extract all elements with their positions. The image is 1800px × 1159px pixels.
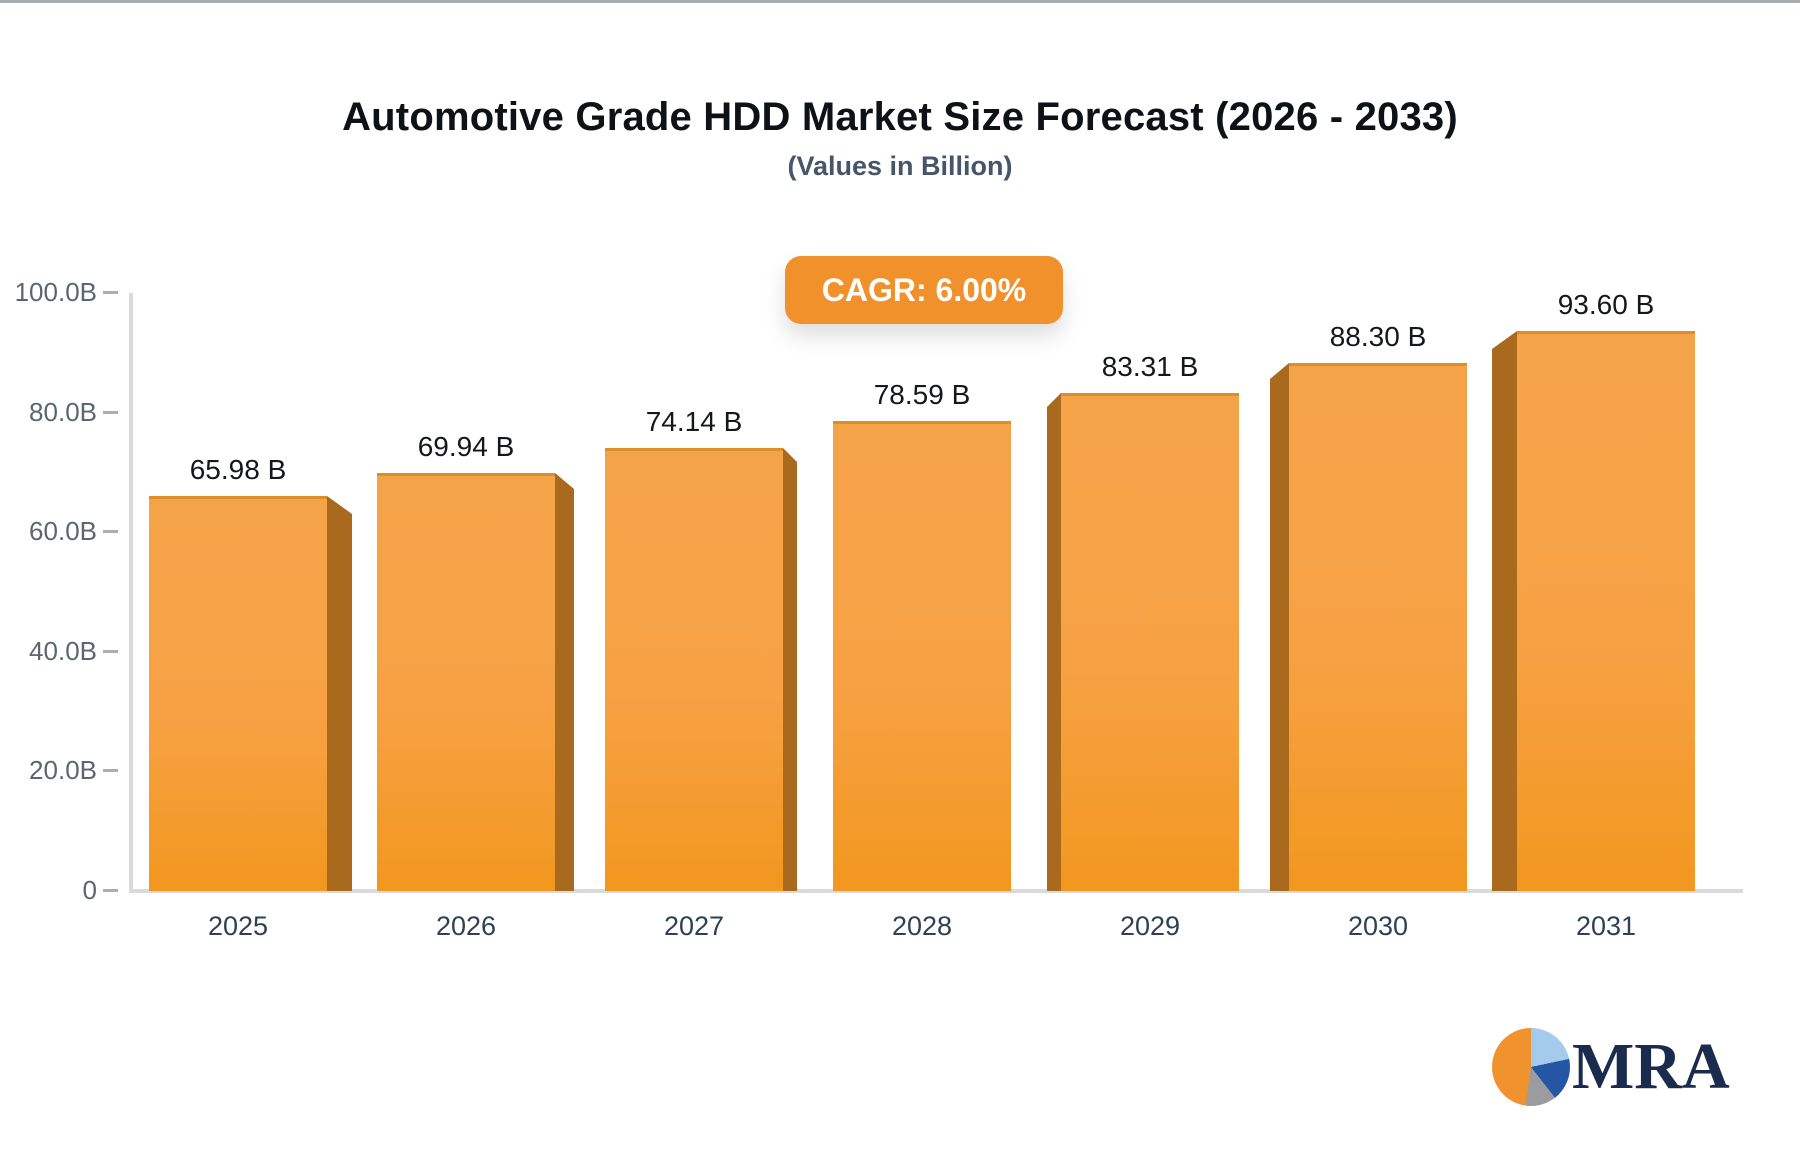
bar-value-label: 74.14 B bbox=[645, 406, 743, 437]
bar-side-2030 bbox=[1270, 363, 1289, 891]
bar-2028 bbox=[833, 421, 1011, 891]
y-axis-tick-label: 100.0B bbox=[14, 277, 97, 307]
bar-side-2025 bbox=[327, 496, 352, 891]
bar-2030 bbox=[1289, 363, 1467, 891]
y-axis-tick bbox=[103, 649, 118, 653]
x-axis-tick-label: 2028 bbox=[891, 911, 953, 941]
bar-value-label: 69.94 B bbox=[417, 431, 515, 462]
x-axis-tick-label: 2027 bbox=[663, 911, 725, 941]
y-axis-tick bbox=[103, 291, 118, 294]
y-axis-tick-label: 80.0B bbox=[29, 396, 97, 427]
y-axis-tick-label: 20.0B bbox=[29, 755, 97, 786]
bar-chart: 100.0B 80.0B 60.0B 40.0B 20.0B 0 65.98 B 2025 69… bbox=[0, 3, 1800, 1159]
bar-2029 bbox=[1061, 393, 1239, 891]
y-axis-tick bbox=[103, 410, 118, 414]
bar-2031 bbox=[1517, 331, 1695, 891]
x-axis-tick-label: 2026 bbox=[435, 911, 497, 941]
brand-logo: MRA bbox=[1492, 1028, 1730, 1106]
bar-side-2026 bbox=[555, 473, 574, 891]
bar-value-label: 65.98 B bbox=[189, 454, 287, 485]
y-axis-line bbox=[129, 293, 133, 893]
y-axis-tick bbox=[103, 769, 118, 773]
bar-value-label: 78.59 B bbox=[873, 379, 971, 410]
bar-2025 bbox=[149, 496, 327, 891]
y-axis-tick bbox=[103, 889, 118, 892]
bar-side-2027 bbox=[783, 448, 797, 891]
page-title: Automotive Grade HDD Market Size Forecas… bbox=[342, 95, 1458, 139]
x-axis-tick-label: 2025 bbox=[207, 911, 269, 941]
pie-chart-logo-icon bbox=[1492, 1028, 1570, 1106]
brand-logo-text: MRA bbox=[1572, 1030, 1730, 1103]
y-axis-tick bbox=[103, 530, 118, 534]
bar-value-label: 93.60 B bbox=[1557, 289, 1655, 320]
bar-value-label: 88.30 B bbox=[1329, 321, 1427, 352]
x-axis-line bbox=[129, 889, 1743, 893]
cagr-badge: CAGR: 6.00% bbox=[785, 256, 1063, 324]
y-axis-tick-label: 0 bbox=[82, 875, 97, 905]
x-axis-tick-label: 2031 bbox=[1575, 911, 1637, 941]
bar-side-2031 bbox=[1492, 331, 1517, 891]
x-axis-tick-label: 2030 bbox=[1347, 911, 1409, 941]
bar-side-2029 bbox=[1047, 393, 1061, 891]
cagr-badge-label: CAGR: 6.00% bbox=[821, 271, 1027, 308]
page-subtitle: (Values in Billion) bbox=[787, 151, 1013, 181]
bar-value-label: 83.31 B bbox=[1101, 351, 1199, 382]
y-axis-tick-label: 60.0B bbox=[29, 516, 97, 547]
bar-2026 bbox=[377, 473, 555, 891]
bar-2027 bbox=[605, 448, 783, 891]
x-axis-tick-label: 2029 bbox=[1119, 911, 1181, 941]
y-axis-tick-label: 40.0B bbox=[29, 635, 97, 666]
